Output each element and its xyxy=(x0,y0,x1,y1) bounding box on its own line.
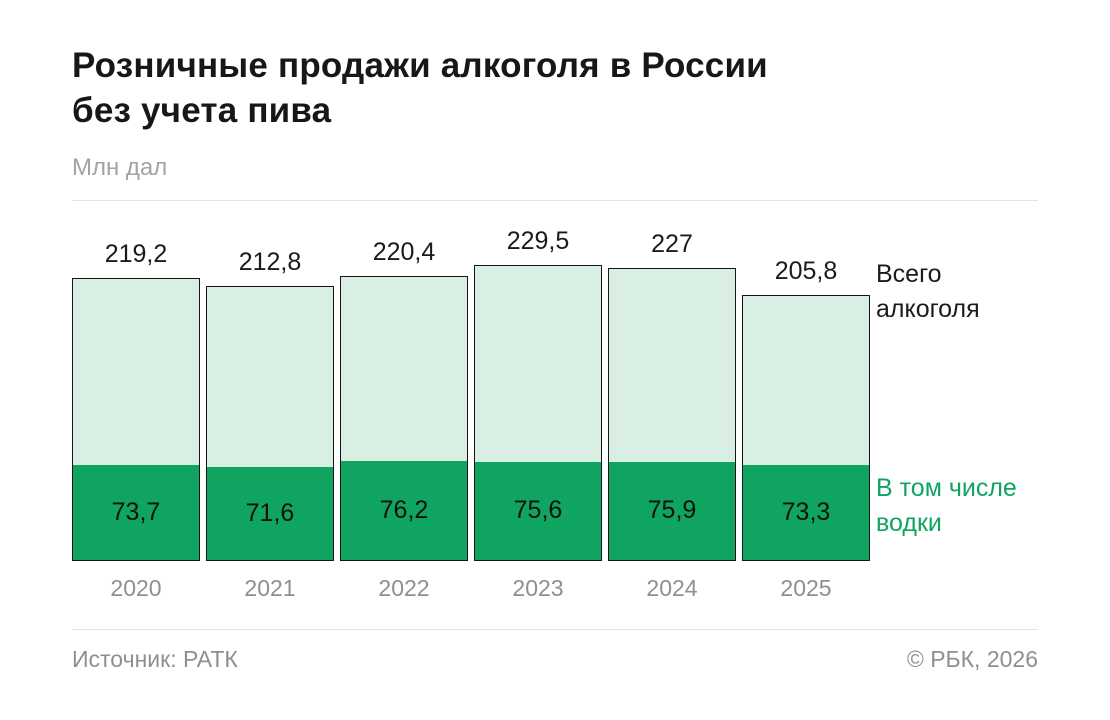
legend-total-line2: алкоголя xyxy=(876,294,980,323)
vodka-bar: 75,6 xyxy=(475,462,601,560)
vodka-value-label: 71,6 xyxy=(245,498,295,527)
total-bar: 76,2 xyxy=(340,276,468,561)
vodka-bar: 76,2 xyxy=(341,461,467,560)
total-value-label: 229,5 xyxy=(506,226,570,255)
vodka-value-label: 75,6 xyxy=(513,496,563,525)
top-divider xyxy=(72,199,1038,201)
vodka-bar: 75,9 xyxy=(609,461,735,560)
total-bar: 71,6 xyxy=(206,286,334,561)
bar-group: 229,5 75,6 2023 xyxy=(474,221,602,603)
vodka-bar: 73,3 xyxy=(743,465,869,560)
year-label: 2025 xyxy=(780,574,832,601)
total-bar: 75,6 xyxy=(474,264,602,561)
bar-group: 227 75,9 2024 xyxy=(608,221,736,603)
vodka-value-label: 73,7 xyxy=(111,497,161,526)
year-label: 2022 xyxy=(378,574,430,601)
chart-legend: Всего алкоголя В том числе водки xyxy=(876,221,1038,603)
bar-group: 205,8 73,3 2025 xyxy=(742,221,870,603)
copyright-label: © РБК, 2026 xyxy=(906,645,1038,672)
total-value-label: 219,2 xyxy=(104,239,168,268)
year-label: 2020 xyxy=(110,574,162,601)
total-bar: 75,9 xyxy=(608,267,736,561)
vodka-value-label: 73,3 xyxy=(781,497,831,526)
year-label: 2024 xyxy=(646,574,698,601)
unit-label: Млн дал xyxy=(72,153,168,181)
total-value-label: 205,8 xyxy=(774,257,838,286)
source-label: Источник: РАТК xyxy=(72,645,238,672)
vodka-bar: 71,6 xyxy=(207,467,333,560)
year-label: 2021 xyxy=(244,574,296,601)
vodka-bar: 73,7 xyxy=(73,464,199,560)
vodka-value-label: 75,9 xyxy=(647,496,697,525)
legend-total-line1: Всего xyxy=(876,259,942,288)
page-title: Розничные продажи алкоголя в России без … xyxy=(72,44,1038,134)
legend-vodka-line2: водки xyxy=(876,508,942,537)
legend-total-alcohol: Всего алкоголя xyxy=(876,257,980,327)
bar-group: 220,4 76,2 2022 xyxy=(340,221,468,603)
year-label: 2023 xyxy=(512,574,564,601)
bar-group: 212,8 71,6 2021 xyxy=(206,221,334,603)
bars-row: 219,2 73,7 2020 212,8 71,6 2021 220,4 76,2 2022 2… xyxy=(72,221,870,603)
page-title-line1: Розничные продажи алкоголя в России xyxy=(72,46,768,85)
bar-group: 219,2 73,7 2020 xyxy=(72,221,200,603)
footer: Источник: РАТК © РБК, 2026 xyxy=(72,628,1038,673)
total-value-label: 227 xyxy=(651,229,693,258)
total-value-label: 220,4 xyxy=(372,238,436,267)
total-value-label: 212,8 xyxy=(238,248,302,277)
vodka-value-label: 76,2 xyxy=(379,495,429,524)
bar-chart: 219,2 73,7 2020 212,8 71,6 2021 220,4 76,2 2022 2… xyxy=(72,221,1038,603)
total-bar: 73,7 xyxy=(72,277,200,561)
total-bar: 73,3 xyxy=(742,295,870,561)
legend-vodka: В том числе водки xyxy=(876,471,1017,541)
page-title-line2: без учета пива xyxy=(72,90,332,130)
legend-vodka-line1: В том числе xyxy=(876,473,1017,502)
